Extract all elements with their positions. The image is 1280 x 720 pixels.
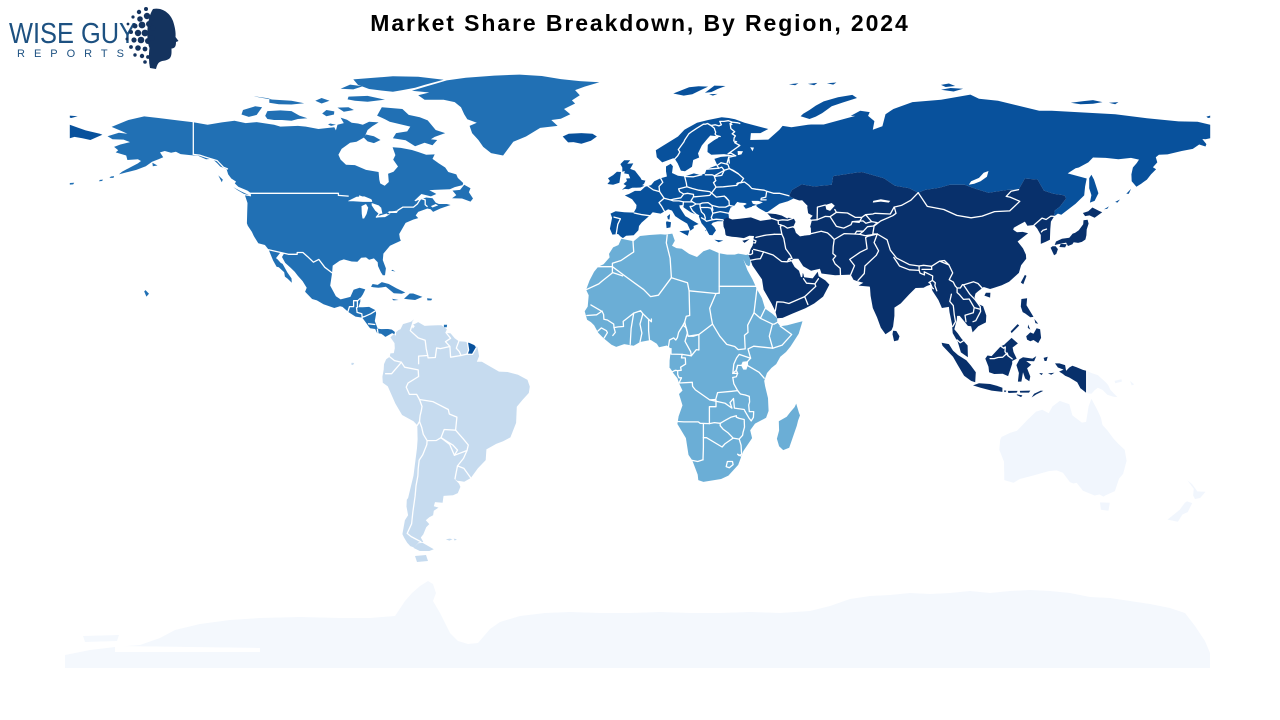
svg-text:WISE GUY: WISE GUY [9,18,136,50]
svg-text:REPORTS: REPORTS [17,48,133,60]
